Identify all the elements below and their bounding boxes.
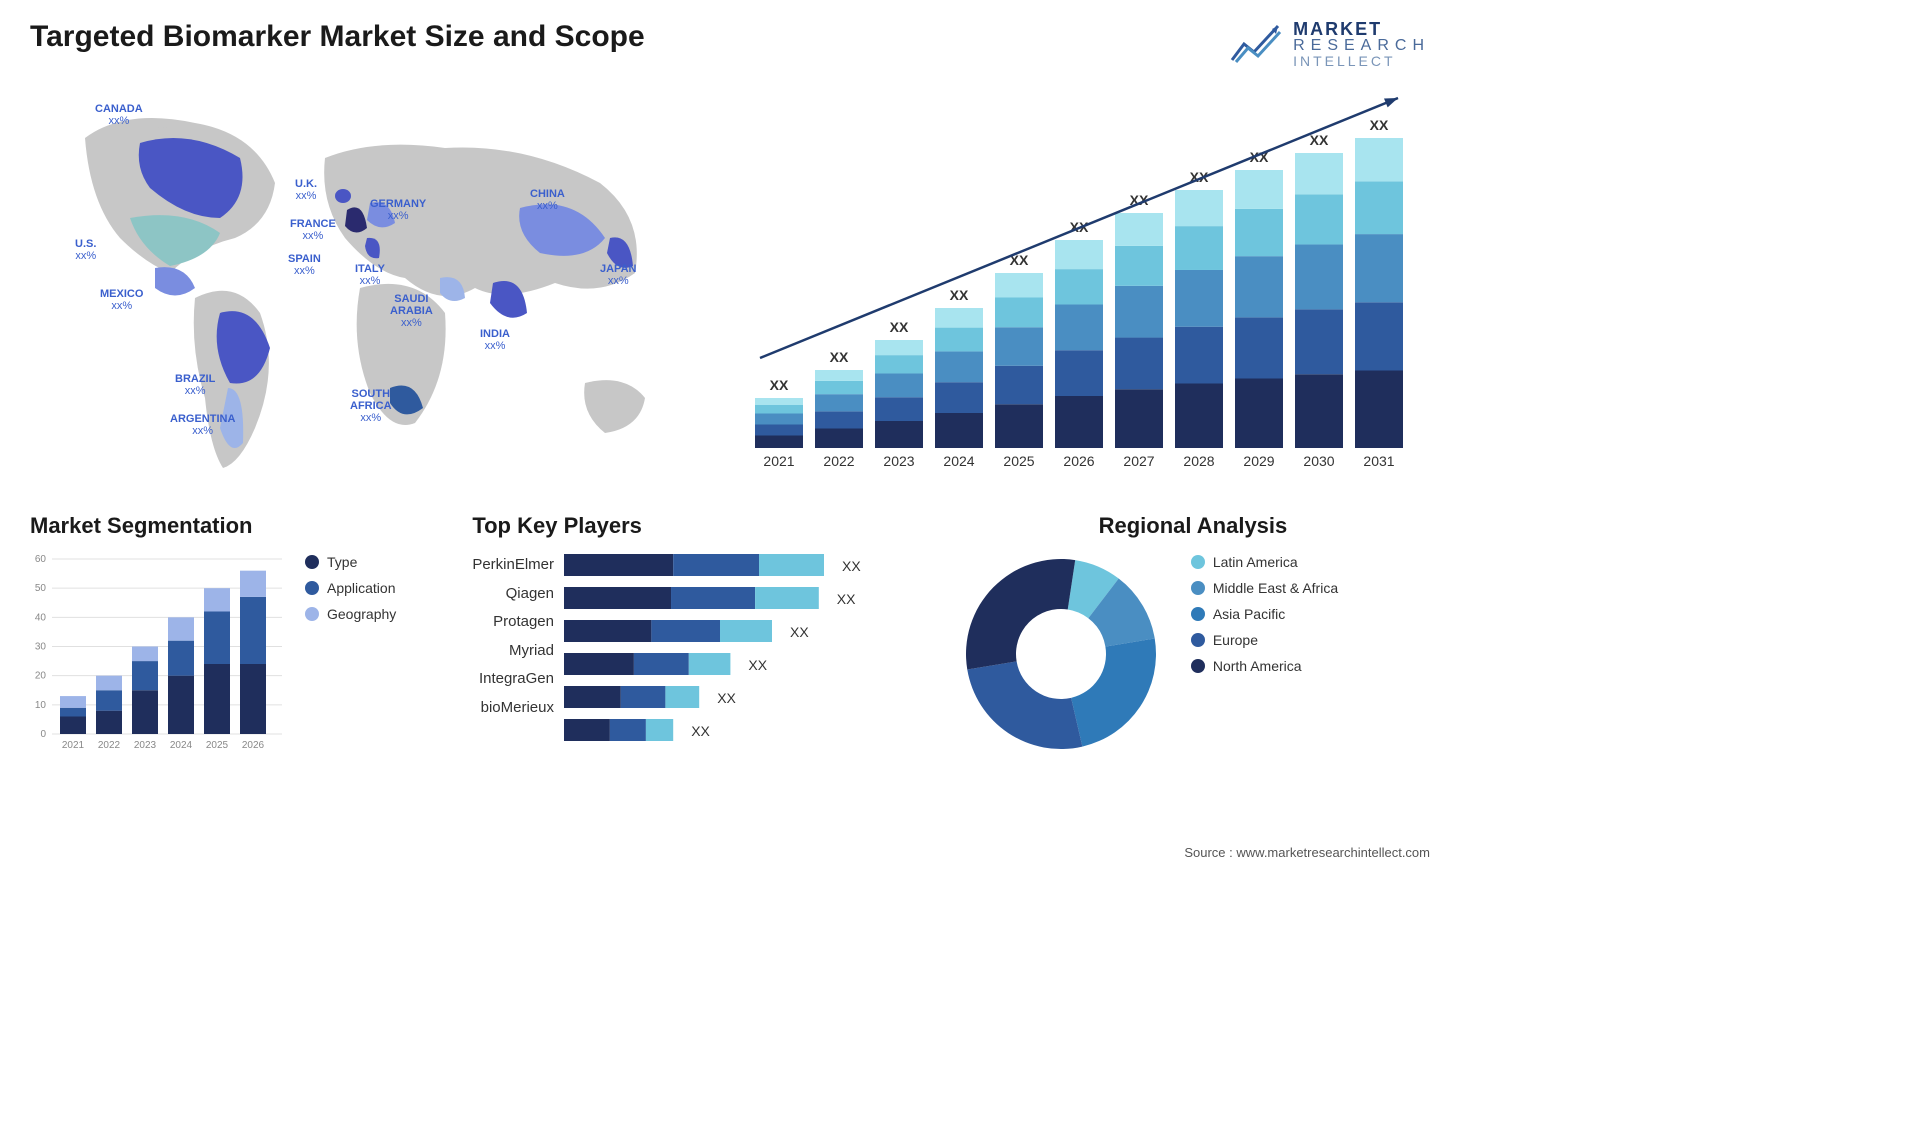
region-north-america: North America: [1191, 658, 1338, 674]
player-integragen: IntegraGen: [472, 670, 554, 687]
logo-icon: [1230, 22, 1285, 67]
svg-text:XX: XX: [890, 319, 909, 335]
players-labels: PerkinElmer Qiagen Protagen Myriad IntegraGe…: [472, 554, 554, 716]
map-label-mexico: MEXICOxx%: [100, 288, 143, 312]
svg-text:60: 60: [35, 554, 47, 565]
svg-text:2022: 2022: [823, 453, 854, 469]
map-label-uk: U.K.xx%: [295, 178, 317, 202]
page-title: Targeted Biomarker Market Size and Scope: [30, 20, 645, 54]
player-qiagen: Qiagen: [472, 585, 554, 602]
svg-text:2026: 2026: [242, 740, 265, 751]
map-label-india: INDIAxx%: [480, 328, 510, 352]
svg-text:XX: XX: [770, 377, 789, 393]
map-label-japan: JAPANxx%: [600, 263, 636, 287]
svg-text:XX: XX: [950, 287, 969, 303]
map-label-argentina: ARGENTINAxx%: [170, 413, 235, 437]
svg-text:40: 40: [35, 612, 47, 623]
region-middle-east---africa: Middle East & Africa: [1191, 580, 1338, 596]
svg-text:XX: XX: [842, 558, 861, 574]
svg-text:2023: 2023: [134, 740, 157, 751]
svg-text:XX: XX: [837, 591, 856, 607]
segmentation-legend: Type Application Geography: [305, 554, 396, 769]
svg-text:2024: 2024: [170, 740, 193, 751]
svg-text:XX: XX: [748, 657, 767, 673]
regional-title: Regional Analysis: [956, 513, 1430, 539]
svg-text:2021: 2021: [62, 740, 85, 751]
map-label-china: CHINAxx%: [530, 188, 565, 212]
main-chart: 2021 XX 2022 XX 2023 XX 2024 XX 2025 XX 2026 XX 2027…: [740, 88, 1430, 488]
map-label-germany: GERMANYxx%: [370, 198, 426, 222]
seg-legend-geography: Geography: [305, 606, 396, 622]
segmentation-chart: 0 10 20 30 40 50 60 2021 2022 2023 2024 2025 2026: [30, 554, 285, 769]
svg-text:10: 10: [35, 700, 47, 711]
seg-legend-application: Application: [305, 580, 396, 596]
player-biomerieux: bioMerieux: [472, 699, 554, 716]
svg-text:20: 20: [35, 671, 47, 682]
region-europe: Europe: [1191, 632, 1338, 648]
svg-text:2022: 2022: [98, 740, 121, 751]
seg-legend-type: Type: [305, 554, 396, 570]
segmentation-panel: Market Segmentation 0 10 20 30 40 50 60 2021 202…: [30, 513, 442, 769]
logo-line-2: RESEARCH: [1293, 38, 1430, 54]
source-text: Source : www.marketresearchintellect.com: [1184, 845, 1430, 860]
regional-legend: Latin America Middle East & Africa Asia Pa…: [1191, 554, 1338, 674]
svg-text:2031: 2031: [1363, 453, 1394, 469]
svg-text:2026: 2026: [1063, 453, 1094, 469]
svg-text:XX: XX: [717, 690, 736, 706]
svg-text:2030: 2030: [1303, 453, 1334, 469]
svg-text:2024: 2024: [943, 453, 974, 469]
svg-text:XX: XX: [790, 624, 809, 640]
map-label-france: FRANCExx%: [290, 218, 336, 242]
map-label-italy: ITALYxx%: [355, 263, 385, 287]
map-label-spain: SPAINxx%: [288, 253, 321, 277]
player-myriad: Myriad: [472, 642, 554, 659]
svg-text:2027: 2027: [1123, 453, 1154, 469]
region-asia-pacific: Asia Pacific: [1191, 606, 1338, 622]
logo-line-1: MARKET: [1293, 20, 1430, 38]
world-map: CANADAxx% U.S.xx% MEXICOxx% BRAZILxx% ARGENT…: [30, 88, 700, 488]
main-chart-svg: 2021 XX 2022 XX 2023 XX 2024 XX 2025 XX 2026 XX 2027…: [740, 88, 1430, 488]
players-title: Top Key Players: [472, 513, 926, 539]
players-panel: Top Key Players PerkinElmer Qiagen Protage…: [472, 513, 926, 769]
brand-logo: MARKET RESEARCH INTELLECT: [1230, 20, 1430, 68]
map-label-southafrica: SOUTHAFRICAxx%: [350, 388, 392, 424]
map-label-saudiarabia: SAUDIARABIAxx%: [390, 293, 433, 329]
logo-line-3: INTELLECT: [1293, 54, 1430, 68]
region-latin-america: Latin America: [1191, 554, 1338, 570]
svg-text:XX: XX: [691, 723, 710, 739]
player-protagen: Protagen: [472, 613, 554, 630]
svg-text:2021: 2021: [763, 453, 794, 469]
svg-text:XX: XX: [830, 349, 849, 365]
svg-text:2025: 2025: [1003, 453, 1034, 469]
regional-donut: [956, 554, 1166, 754]
svg-text:XX: XX: [1310, 132, 1329, 148]
svg-text:2029: 2029: [1243, 453, 1274, 469]
map-label-us: U.S.xx%: [75, 238, 96, 262]
segmentation-title: Market Segmentation: [30, 513, 442, 539]
svg-text:2023: 2023: [883, 453, 914, 469]
svg-text:0: 0: [40, 729, 46, 740]
svg-text:30: 30: [35, 642, 47, 653]
player-perkinelmer: PerkinElmer: [472, 556, 554, 573]
players-chart: XX XX XX XX XX XX: [564, 554, 874, 759]
map-label-brazil: BRAZILxx%: [175, 373, 215, 397]
regional-panel: Regional Analysis Latin America Middle Ea…: [956, 513, 1430, 769]
svg-text:2028: 2028: [1183, 453, 1214, 469]
svg-text:XX: XX: [1370, 117, 1389, 133]
svg-text:2025: 2025: [206, 740, 229, 751]
map-label-canada: CANADAxx%: [95, 103, 143, 127]
svg-text:50: 50: [35, 583, 47, 594]
